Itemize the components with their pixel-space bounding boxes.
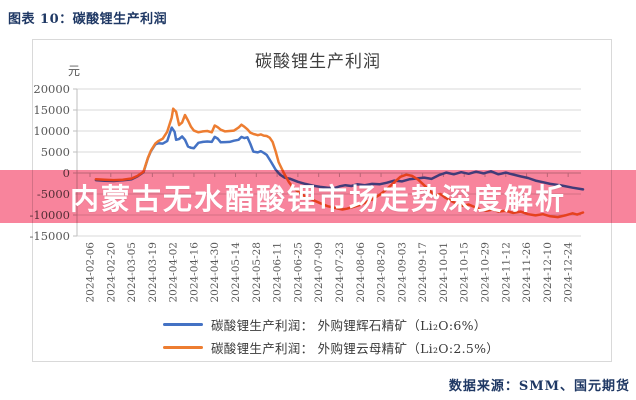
- x-tick-label: 2024-09-17: [417, 242, 429, 303]
- x-tick-label: 2024-09-03: [396, 242, 408, 303]
- x-tick-label: 2024-12-24: [563, 242, 575, 303]
- x-tick-label: 2024-04-02: [168, 242, 180, 303]
- y-tick-label: 15000: [33, 103, 70, 117]
- y-tick-label: 10000: [33, 124, 70, 138]
- x-tick-label: 2024-10-29: [479, 242, 491, 303]
- x-tick-label: 2024-10-01: [438, 242, 450, 303]
- x-tick-label: 2024-07-23: [334, 242, 346, 303]
- x-tick-label: 2024-02-06: [85, 242, 97, 303]
- y-tick-label: 20000: [33, 82, 70, 96]
- x-tick-label: 2024-03-05: [126, 242, 138, 303]
- x-tick-label: 2024-11-12: [500, 242, 512, 303]
- x-tick-label: 2024-04-16: [188, 242, 200, 303]
- y-axis-unit-label: 元: [68, 64, 81, 78]
- chart-title: 碳酸锂生产利润: [255, 52, 381, 72]
- x-tick-label: 2024-06-25: [292, 242, 304, 303]
- chart-legend: 碳酸锂生产利润： 外购锂辉石精矿（Li₂O:6%） 碳酸锂生产利润： 外购锂云母…: [163, 313, 499, 359]
- y-tick-label: -15000: [30, 229, 70, 243]
- x-tick-label: 2024-07-09: [313, 242, 325, 303]
- x-tick-label: 2024-10-15: [459, 242, 471, 303]
- promo-banner-text: 内蒙古无水醋酸锂市场走势深度解析: [69, 181, 566, 216]
- legend-swatch-orange-line: [163, 345, 203, 350]
- x-tick-label: 2024-08-06: [355, 242, 367, 303]
- x-tick-label: 2024-12-10: [542, 242, 554, 303]
- legend-label-lepidolite: 碳酸锂生产利润： 外购锂云母精矿（Li₂O:2.5%）: [211, 341, 500, 356]
- legend-item-lepidolite: 碳酸锂生产利润： 外购锂云母精矿（Li₂O:2.5%）: [163, 336, 499, 359]
- x-tick-label: 2024-04-30: [209, 242, 221, 303]
- legend-label-spodumene: 碳酸锂生产利润： 外购锂辉石精矿（Li₂O:6%）: [211, 318, 487, 333]
- x-tick-label: 2024-11-26: [521, 242, 533, 303]
- x-tick-label: 2024-05-28: [251, 242, 263, 303]
- data-source-note: 数据来源：SMM、国元期货: [448, 379, 630, 394]
- x-tick-label: 2024-06-11: [272, 242, 284, 303]
- legend-swatch-blue-line: [163, 322, 203, 327]
- y-tick-label: 5000: [41, 145, 70, 159]
- x-tick-label: 2024-03-19: [147, 242, 159, 303]
- legend-item-spodumene: 碳酸锂生产利润： 外购锂辉石精矿（Li₂O:6%）: [163, 313, 499, 336]
- x-tick-label: 2024-05-14: [230, 242, 242, 303]
- x-tick-label: 2024-08-20: [376, 242, 388, 303]
- promo-banner-overlay: [0, 170, 636, 223]
- figure-caption: 图表 10：碳酸锂生产利润: [8, 12, 168, 27]
- x-tick-label: 2024-02-20: [105, 242, 117, 303]
